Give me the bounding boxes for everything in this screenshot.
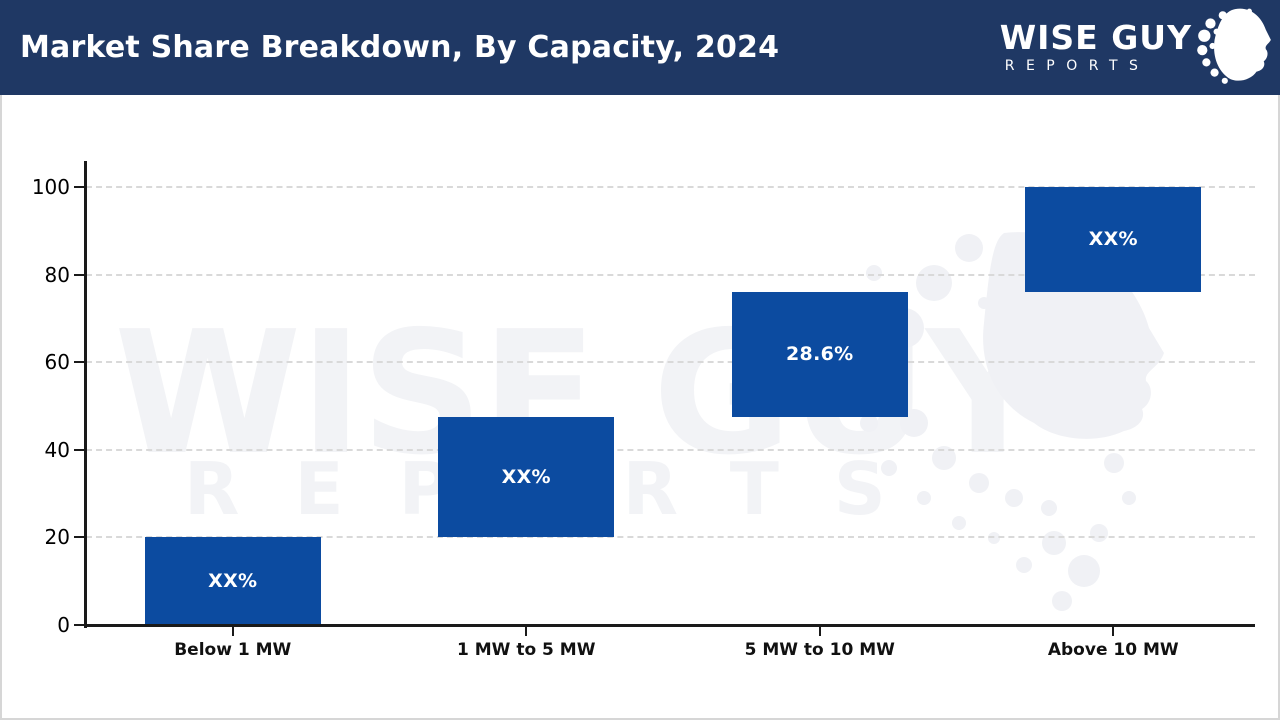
y-tick-label-100: 100 (31, 175, 70, 199)
bar-value-label: XX% (1088, 228, 1138, 251)
chart-canvas: WISE GUY REPORTS (0, 95, 1280, 720)
y-tick-40 (74, 448, 84, 451)
bar-segment: 28.6% (731, 291, 908, 417)
gridline-y100 (86, 186, 1255, 188)
bar-value-label: 28.6% (786, 343, 854, 366)
x-tick-2 (818, 627, 821, 636)
y-tick-label-80: 80 (44, 262, 70, 287)
y-tick-label-40: 40 (44, 437, 70, 462)
x-category-label: Above 10 MW (1047, 640, 1179, 660)
y-tick-100 (74, 186, 84, 188)
plot-area: 0 20 40 60 80 100 Below 1 MW 1 MW to 5 MW 5 MW t… (2, 95, 1278, 718)
gridline-y40 (86, 448, 1255, 451)
logo-face-icon (1194, 3, 1272, 93)
x-category-label: 1 MW to 5 MW (457, 640, 596, 660)
header-bar: Market Share Breakdown, By Capacity, 202… (0, 0, 1280, 95)
gridline-y20 (86, 536, 1255, 539)
wise-guy-reports-logo: WISE GUY REPORTS (1000, 3, 1280, 93)
x-axis-spine (84, 624, 1255, 627)
bar-segment: XX% (1025, 187, 1202, 292)
gridline-y60 (86, 361, 1255, 364)
x-tick-0 (231, 627, 234, 636)
y-tick-label-60: 60 (44, 350, 70, 375)
x-category-label: Below 1 MW (174, 640, 292, 660)
logo-text: WISE GUY REPORTS (1000, 21, 1192, 74)
y-tick-20 (74, 536, 84, 539)
y-tick-60 (74, 361, 84, 364)
y-tick-label-0: 0 (57, 613, 70, 637)
gridline-y80 (86, 273, 1255, 276)
x-category-label: 5 MW to 10 MW (744, 640, 895, 660)
y-tick-80 (74, 273, 84, 276)
y-tick-label-20: 20 (44, 525, 70, 550)
bar-value-label: XX% (501, 466, 551, 489)
logo-subname: REPORTS (1004, 58, 1150, 74)
page-title: Market Share Breakdown, By Capacity, 202… (20, 30, 780, 65)
bar-segment: XX% (438, 416, 615, 538)
logo-name: WISE GUY (999, 18, 1192, 57)
bar-segment: XX% (144, 537, 321, 625)
y-tick-0 (74, 624, 84, 626)
bar-value-label: XX% (208, 570, 258, 593)
x-tick-1 (525, 627, 528, 636)
x-tick-3 (1112, 627, 1115, 636)
y-axis-spine (84, 161, 87, 628)
